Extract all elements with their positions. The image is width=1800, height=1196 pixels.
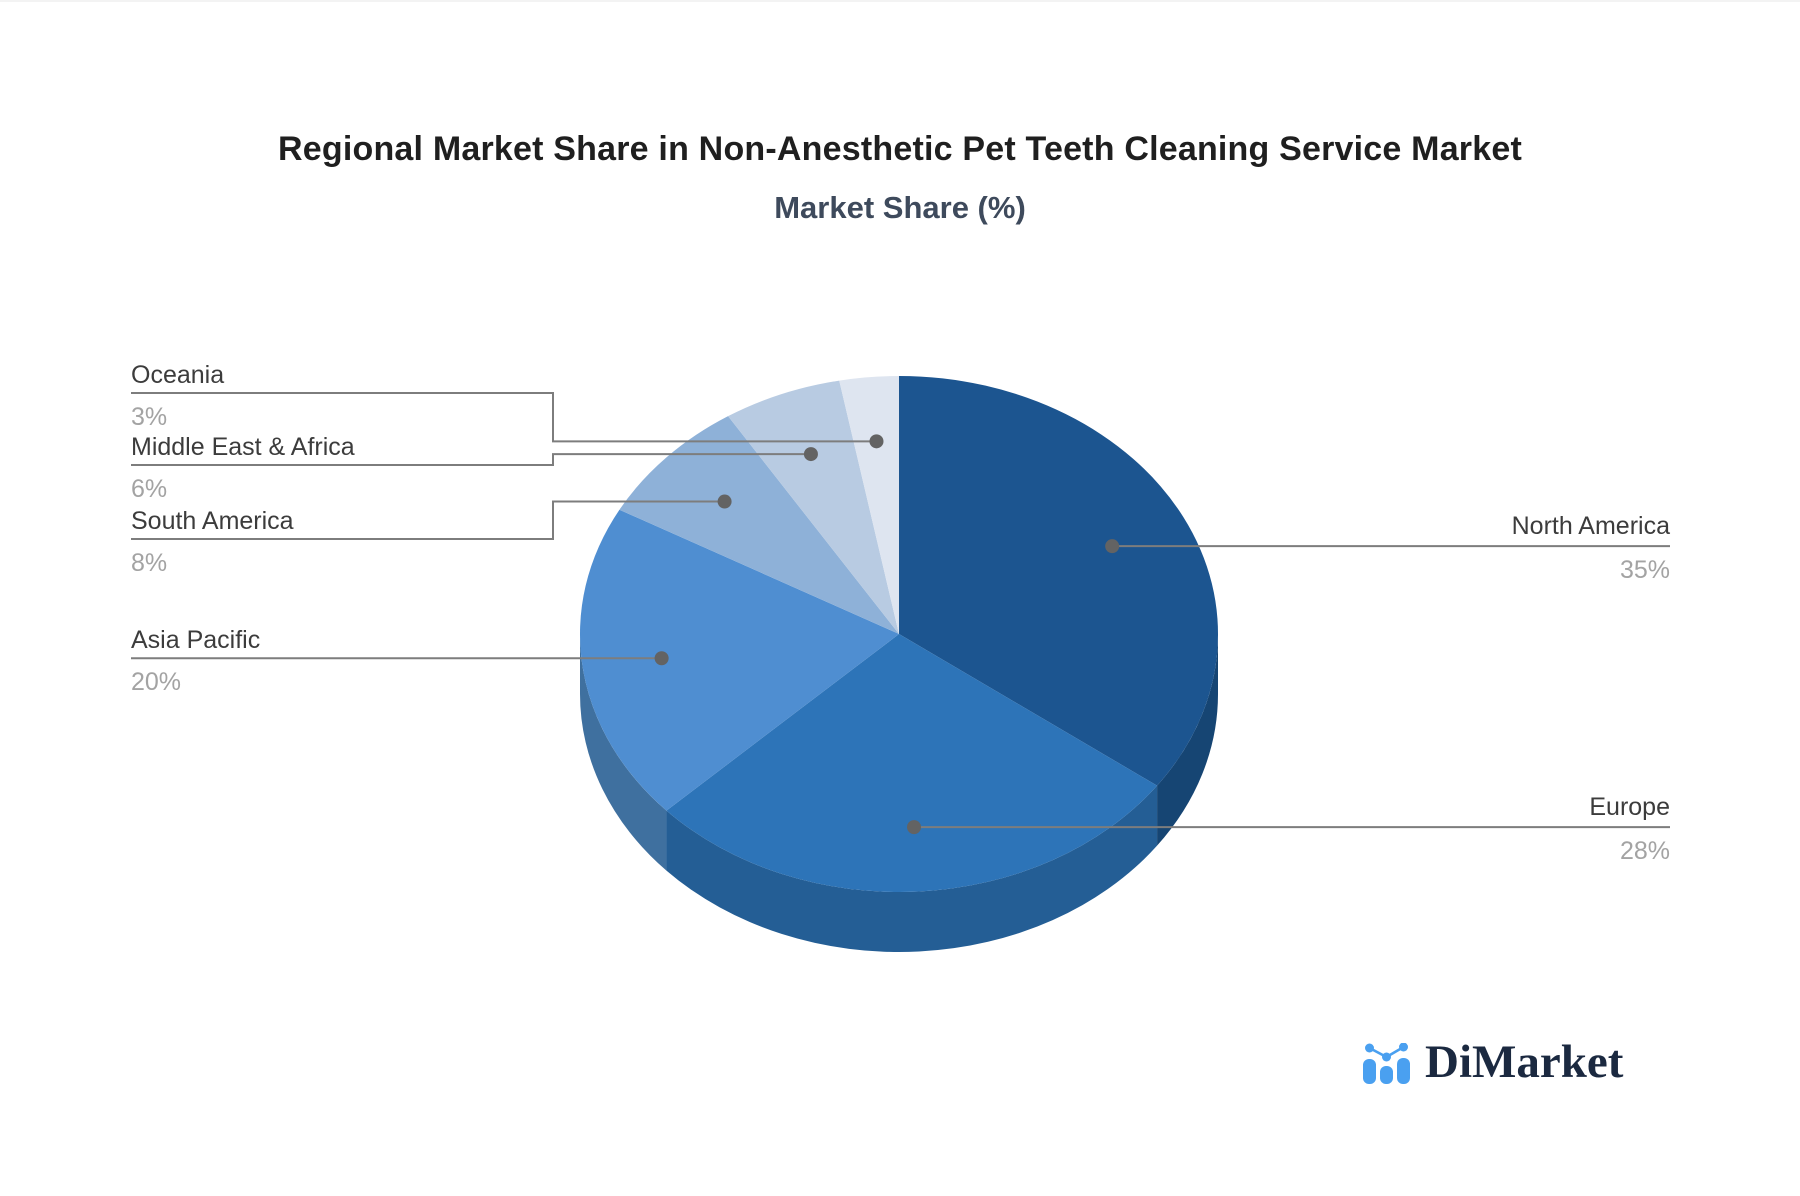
pie-slice-side-north-america	[1157, 634, 1218, 846]
callout-dot-europe	[907, 820, 922, 835]
callout-value: 6%	[131, 475, 168, 503]
callout-label: South America	[131, 507, 294, 535]
callout-line-middle-east-africa	[131, 453, 811, 466]
dimarket-logo: DiMarket	[1363, 1036, 1623, 1088]
callout-dot-middle-east-africa	[803, 447, 818, 462]
callout-value: 20%	[131, 668, 182, 696]
pie-slice-side-europe	[666, 785, 1158, 952]
callout-label: Europe	[1589, 793, 1670, 821]
chart-subtitle: Market Share (%)	[774, 190, 1026, 225]
callout-line-south-america	[131, 500, 725, 540]
top-edge-divider	[0, 0, 1800, 2]
pie-slice-south-america[interactable]	[619, 416, 899, 634]
callout-dot-south-america	[717, 494, 732, 509]
pie-slice-north-america[interactable]	[899, 376, 1218, 786]
callout-value: 28%	[1619, 837, 1670, 865]
callout-label: North America	[1511, 512, 1670, 540]
callout-asia-pacific: Asia Pacific 20%	[131, 625, 260, 697]
bar-line-chart-logo-icon	[1363, 1043, 1410, 1084]
callout-line-oceania	[131, 392, 877, 443]
chart-title: Regional Market Share in Non-Anesthetic …	[278, 130, 1522, 168]
callout-europe: Europe 28%	[1248, 792, 1670, 866]
callout-south-america: South America 8%	[131, 506, 294, 578]
callout-value: 8%	[131, 549, 168, 577]
callout-dot-oceania	[869, 434, 884, 449]
callout-north-america: North America 35%	[1248, 511, 1670, 585]
brand-name: DiMarket	[1425, 1036, 1624, 1088]
callout-value: 3%	[131, 403, 168, 431]
callout-dot-north-america	[1105, 539, 1120, 554]
pie-slice-side-asia-pacific	[580, 634, 667, 871]
callout-label: Asia Pacific	[131, 626, 261, 654]
callout-label: Middle East & Africa	[131, 433, 355, 461]
pie-slice-middle-east-africa[interactable]	[728, 380, 899, 634]
callout-middle-east-africa: Middle East & Africa 6%	[131, 432, 355, 504]
pie-slice-asia-pacific[interactable]	[579, 509, 899, 811]
callout-oceania: Oceania 3%	[131, 360, 224, 432]
callout-dot-asia-pacific	[654, 651, 669, 666]
callout-value: 35%	[1619, 556, 1670, 584]
callout-label: Oceania	[131, 361, 225, 389]
